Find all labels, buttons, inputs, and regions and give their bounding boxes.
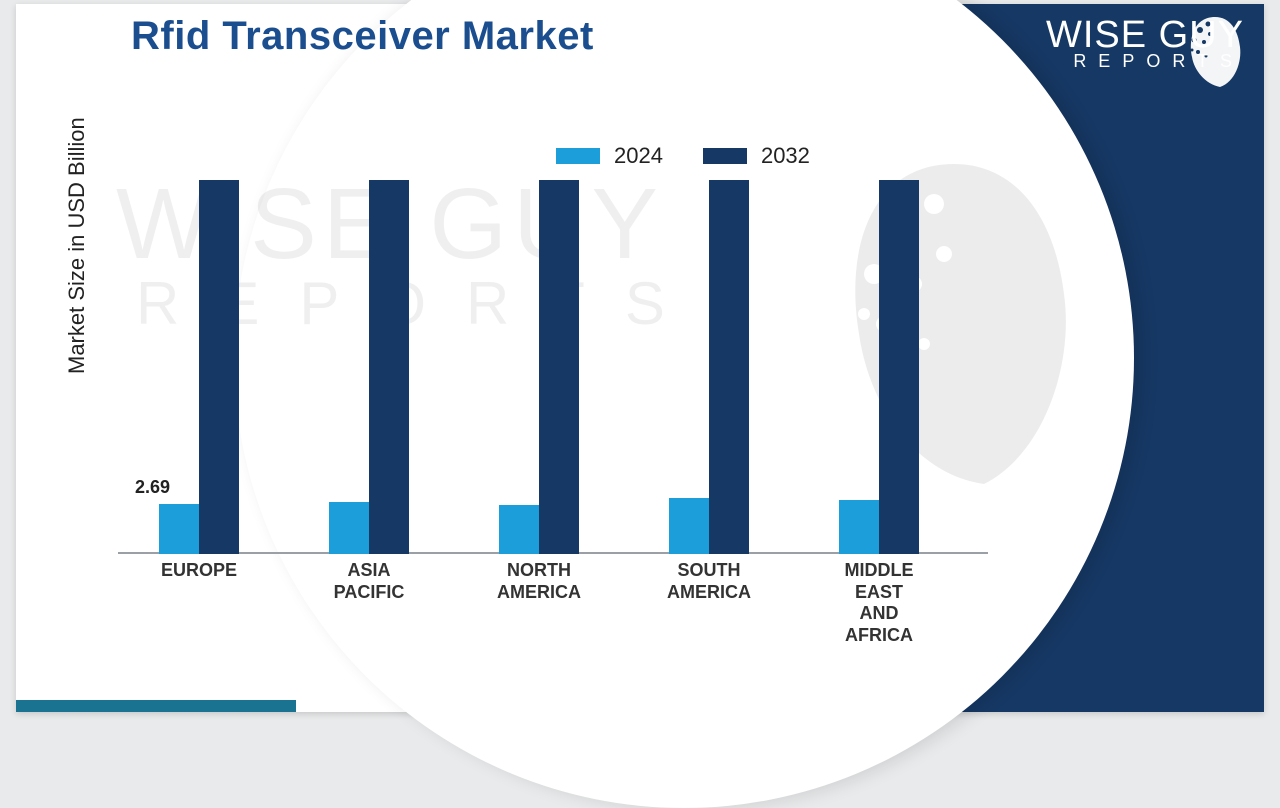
legend-swatch [703, 148, 747, 164]
bar-group [151, 180, 247, 554]
bar [879, 180, 919, 554]
y-axis-label: Market Size in USD Billion [64, 117, 90, 374]
bar [329, 502, 369, 554]
bar [369, 180, 409, 554]
card: Rfid Transceiver Market WISE GUY REPORTS… [16, 4, 1264, 712]
bar [539, 180, 579, 554]
bar-group [831, 180, 927, 554]
bar [669, 498, 709, 554]
category-label: ASIA PACIFIC [299, 554, 439, 603]
legend: 2024 2032 [556, 143, 810, 169]
legend-swatch [556, 148, 600, 164]
plot-area: 2.69EUROPEASIA PACIFICNORTH AMERICASOUTH… [126, 180, 980, 554]
brand-logo: WISE GUY REPORTS [1046, 16, 1244, 70]
legend-label: 2032 [761, 143, 810, 169]
bar [709, 180, 749, 554]
bar [199, 180, 239, 554]
bar [499, 505, 539, 554]
legend-item: 2024 [556, 143, 663, 169]
legend-item: 2032 [703, 143, 810, 169]
bar-group [491, 180, 587, 554]
bar [159, 504, 199, 554]
category-label: MIDDLE EAST AND AFRICA [809, 554, 949, 646]
category-label: SOUTH AMERICA [639, 554, 779, 603]
bar [839, 500, 879, 554]
brand-line2: REPORTS [1046, 52, 1244, 70]
category-label: EUROPE [129, 554, 269, 582]
bar-group [321, 180, 417, 554]
brand-line1: WISE GUY [1046, 16, 1244, 54]
value-label: 2.69 [135, 477, 170, 498]
bottom-accent-bar [16, 700, 296, 712]
legend-label: 2024 [614, 143, 663, 169]
chart-title: Rfid Transceiver Market [131, 14, 594, 59]
bar-group [661, 180, 757, 554]
category-label: NORTH AMERICA [469, 554, 609, 603]
